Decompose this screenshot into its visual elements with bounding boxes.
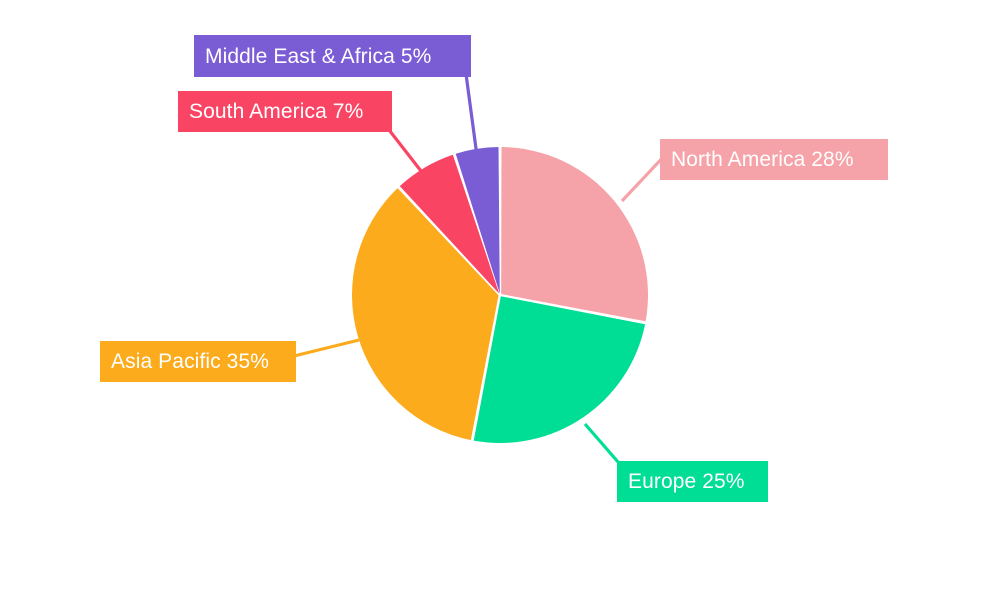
pie-label-middle-east-africa[interactable]: Middle East & Africa 5% — [194, 35, 471, 77]
pie-label-south-america[interactable]: South America 7% — [178, 91, 392, 132]
leader-line-middle-east-africa — [464, 73, 479, 157]
leader-line-asia-pacific — [289, 338, 360, 359]
leader-line-south-america — [384, 125, 430, 181]
pie-slice-middle-east-africa[interactable] — [455, 147, 500, 294]
pie-label-asia-pacific-text: Asia Pacific 35% — [111, 350, 270, 373]
pie-label-middle-east-africa-text: Middle East & Africa 5% — [205, 44, 432, 68]
pie-label-north-america-text: North America 28% — [671, 148, 854, 171]
pie-label-asia-pacific[interactable]: Asia Pacific 35% — [100, 341, 296, 382]
pie-slices-group — [351, 147, 648, 443]
pie-slice-asia-pacific[interactable] — [351, 188, 499, 441]
pie-label-europe-text: Europe 25% — [628, 470, 745, 493]
pie-label-north-america[interactable]: North America 28% — [660, 139, 888, 180]
pie-slice-europe[interactable] — [473, 296, 646, 443]
pie-label-europe[interactable]: Europe 25% — [617, 461, 768, 502]
pie-slice-south-america[interactable] — [399, 154, 500, 294]
pie-label-south-america-text: South America 7% — [189, 100, 364, 123]
pie-slice-north-america[interactable] — [501, 147, 648, 322]
